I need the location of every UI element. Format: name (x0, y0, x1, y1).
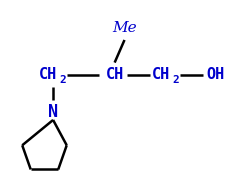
Text: OH: OH (206, 67, 225, 82)
Text: CH: CH (39, 67, 57, 82)
Text: 2: 2 (59, 75, 66, 85)
Text: CH: CH (106, 67, 124, 82)
Text: N: N (48, 104, 58, 121)
Text: 2: 2 (172, 75, 179, 85)
Text: Me: Me (112, 21, 137, 35)
Text: CH: CH (152, 67, 171, 82)
